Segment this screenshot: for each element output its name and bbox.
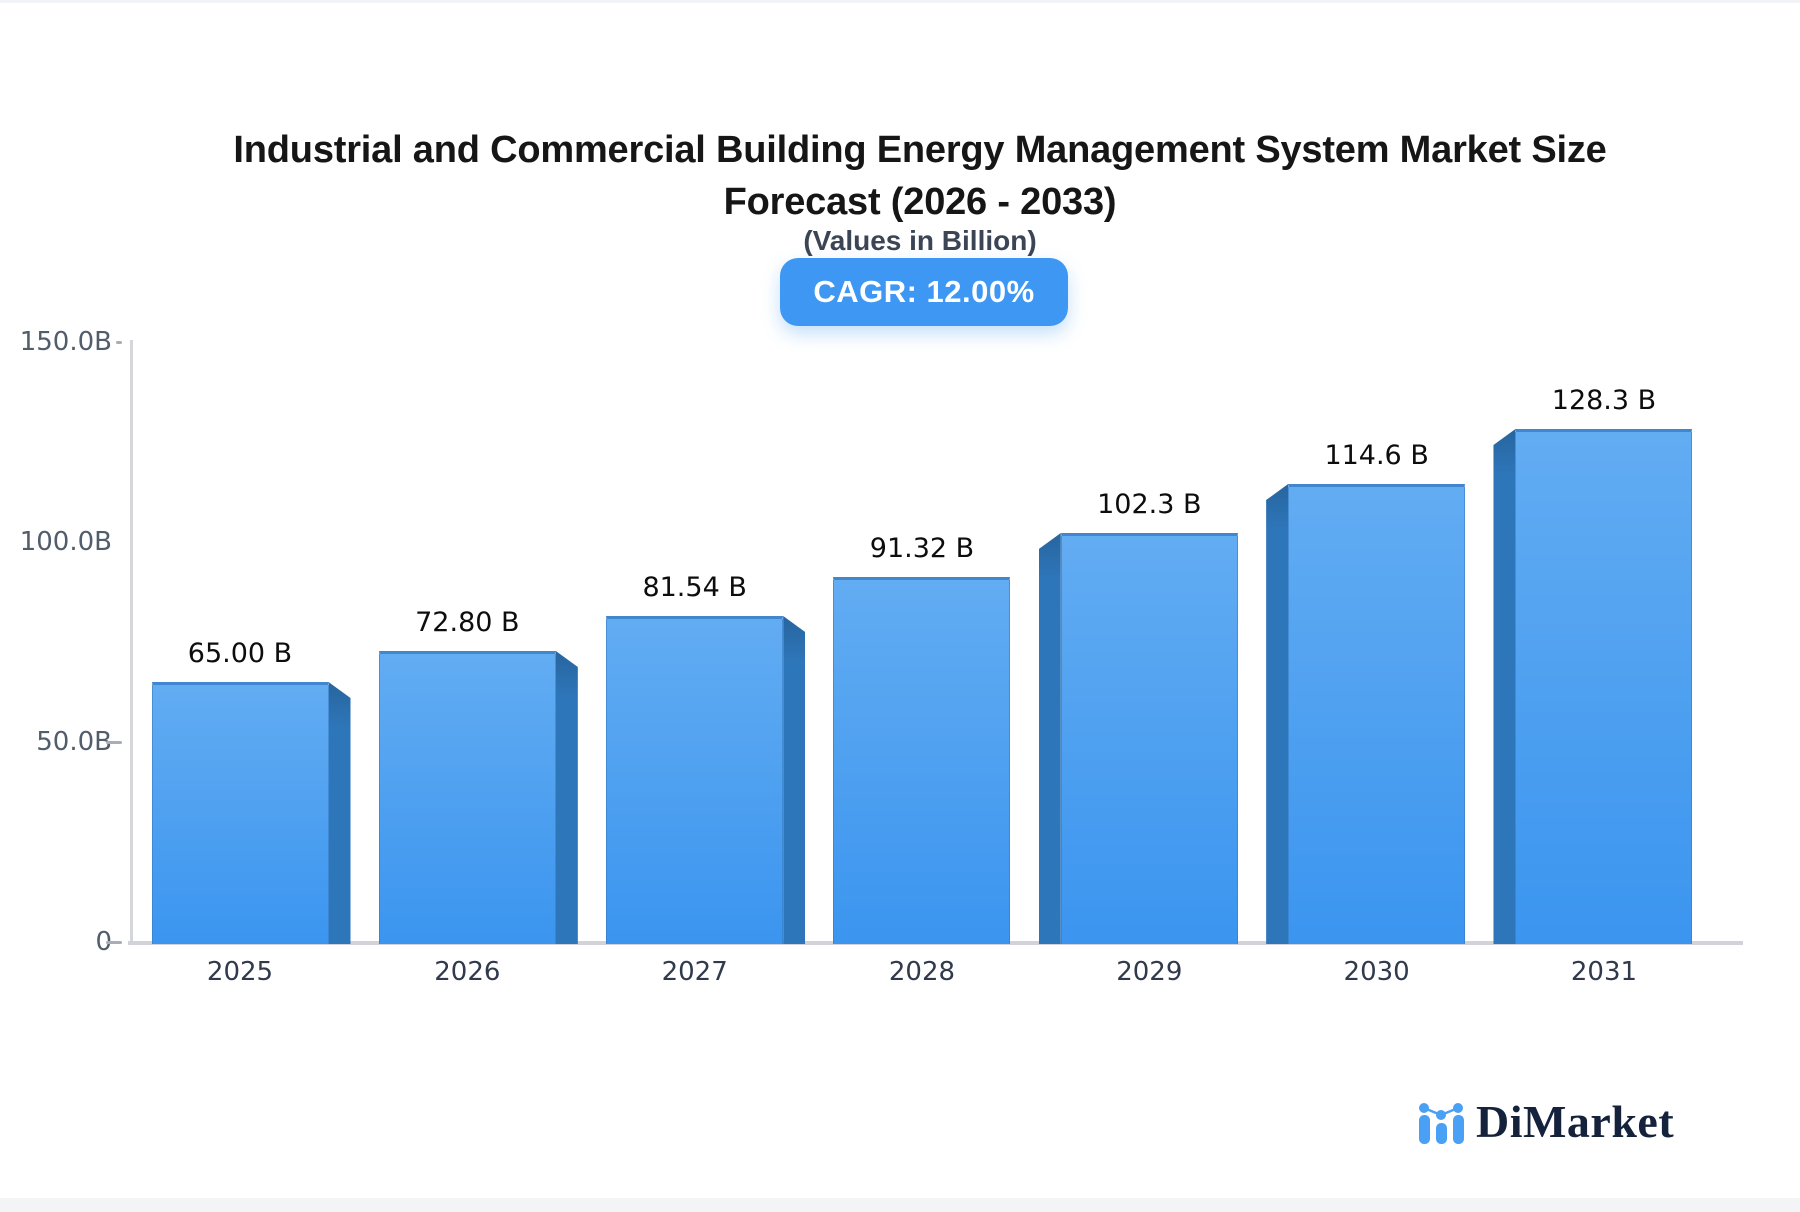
y-tick-label: 50.0B bbox=[36, 727, 112, 757]
y-tick-mark bbox=[106, 741, 122, 744]
y-tick-label: 150.0B bbox=[19, 327, 112, 357]
bar-side-3d bbox=[1266, 484, 1289, 944]
y-tick-mark bbox=[106, 941, 122, 944]
bar-side-3d bbox=[555, 651, 578, 944]
bar-2030 bbox=[1288, 484, 1466, 944]
bottom-edge-strip bbox=[0, 1198, 1800, 1212]
bar-value-label: 65.00 B bbox=[187, 638, 293, 669]
bar-value-label: 102.3 B bbox=[1097, 489, 1202, 520]
dimarket-wordmark: DiMarket bbox=[1476, 1096, 1675, 1147]
x-axis-year-label: 2025 bbox=[206, 957, 274, 987]
y-tick-label: 100.0B bbox=[19, 527, 112, 557]
bar-2029 bbox=[1060, 533, 1238, 944]
bar-2025 bbox=[151, 682, 329, 944]
bar-2031 bbox=[1515, 429, 1693, 944]
chart-subtitle: (Values in Billion) bbox=[803, 225, 1037, 256]
bar-value-label: 114.6 B bbox=[1324, 440, 1429, 471]
bar-2028 bbox=[833, 577, 1011, 944]
top-edge-strip bbox=[0, 0, 1800, 3]
bar-value-label: 128.3 B bbox=[1551, 385, 1657, 416]
cagr-badge: CAGR: 12.00% bbox=[780, 258, 1068, 326]
bar-side-3d bbox=[1038, 533, 1061, 944]
x-axis-year-label: 2030 bbox=[1343, 957, 1410, 987]
bar-2026 bbox=[378, 651, 556, 944]
chart-title-line2: Forecast (2026 - 2033) bbox=[723, 181, 1117, 223]
cagr-badge-label: CAGR: 12.00% bbox=[813, 274, 1035, 309]
bar-side-3d bbox=[1493, 429, 1516, 944]
x-axis-year-label: 2026 bbox=[434, 957, 501, 987]
x-axis-year-label: 2027 bbox=[661, 957, 728, 987]
bar-value-label: 81.54 B bbox=[642, 572, 747, 603]
y-tick-label: 0 bbox=[95, 927, 112, 957]
bar-2027 bbox=[606, 616, 784, 944]
y-tick-mark bbox=[116, 341, 122, 344]
bar-value-label: 72.80 B bbox=[415, 607, 520, 638]
bar-value-label: 91.32 B bbox=[869, 533, 975, 564]
dimarket-logo: DiMarket bbox=[1418, 1096, 1675, 1147]
x-axis-year-label: 2028 bbox=[888, 957, 956, 987]
x-axis-year-label: 2031 bbox=[1570, 957, 1638, 987]
y-axis-line bbox=[130, 340, 133, 944]
chart-title-line1: Industrial and Commercial Building Energ… bbox=[233, 129, 1607, 171]
bar-side-3d bbox=[328, 682, 351, 944]
dimarket-logo-icon bbox=[1419, 1103, 1464, 1144]
x-axis-year-label: 2029 bbox=[1116, 957, 1183, 987]
bar-side-3d bbox=[783, 616, 806, 944]
